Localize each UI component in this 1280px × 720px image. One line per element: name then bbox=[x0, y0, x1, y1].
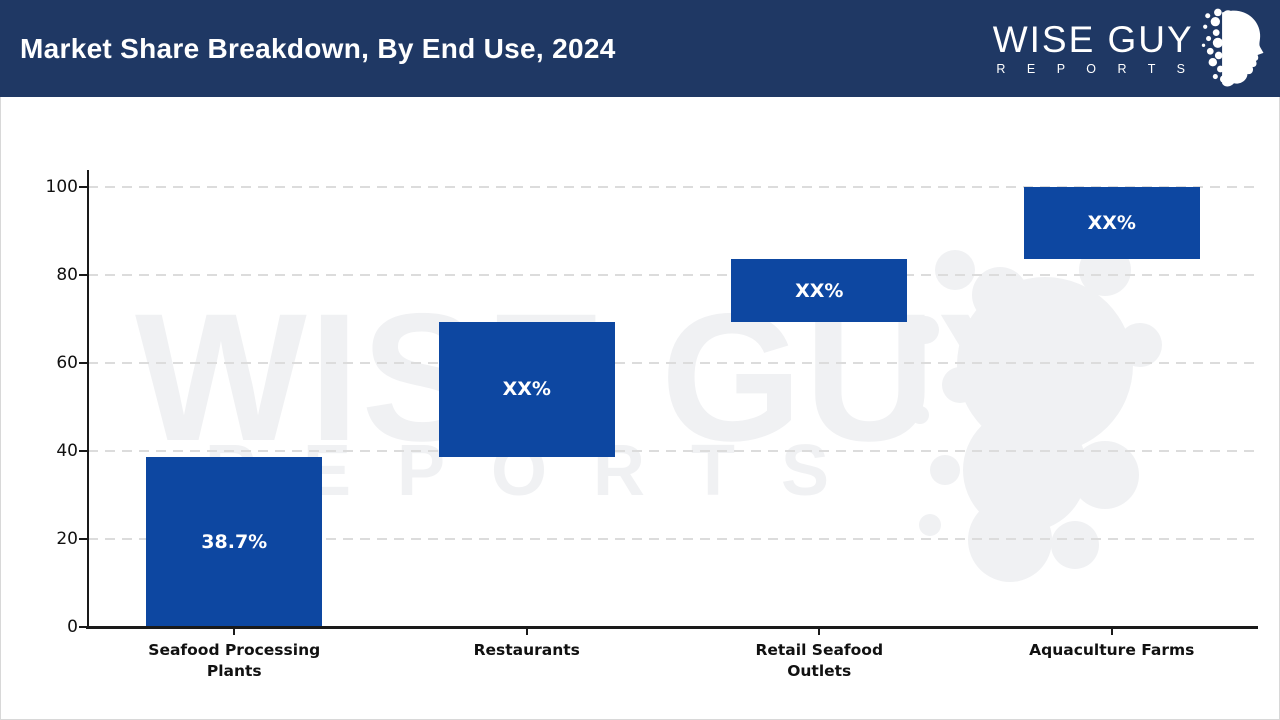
gridline-40 bbox=[88, 450, 1258, 452]
gridline-80 bbox=[88, 274, 1258, 276]
bar-segment: XX% bbox=[1023, 187, 1200, 260]
y-tick-mark-0 bbox=[79, 626, 88, 628]
y-tick-label-0: 0 bbox=[67, 617, 78, 637]
y-tick-label-40: 40 bbox=[56, 441, 78, 461]
gridline-60 bbox=[88, 362, 1258, 364]
x-axis-line bbox=[86, 626, 1258, 629]
bar-segment: XX% bbox=[438, 322, 615, 457]
gridline-100 bbox=[88, 186, 1258, 188]
bar-value-label: 38.7% bbox=[201, 530, 268, 553]
x-tick-mark bbox=[1110, 628, 1113, 635]
x-category-label: Restaurants bbox=[473, 641, 580, 659]
dotted-head-icon bbox=[1190, 4, 1266, 94]
y-tick-mark-100 bbox=[79, 186, 88, 188]
wise-guy-reports-logo: WISE GUY R E P O R T S bbox=[992, 4, 1266, 94]
y-tick-mark-80 bbox=[79, 274, 88, 276]
x-tick-mark bbox=[233, 628, 236, 635]
y-tick-label-60: 60 bbox=[56, 353, 78, 373]
header-bar: Market Share Breakdown, By End Use, 2024… bbox=[0, 0, 1280, 97]
y-tick-label-100: 100 bbox=[45, 177, 78, 197]
y-tick-mark-20 bbox=[79, 538, 88, 540]
y-tick-mark-40 bbox=[79, 450, 88, 452]
x-category-label: Aquaculture Farms bbox=[1029, 641, 1195, 659]
bar-segment: 38.7% bbox=[146, 456, 323, 627]
y-tick-label-20: 20 bbox=[56, 529, 78, 549]
bar-value-label: XX% bbox=[502, 378, 551, 401]
y-axis-line bbox=[87, 170, 89, 629]
gridline-20 bbox=[88, 538, 1258, 540]
y-tick-label-80: 80 bbox=[56, 265, 78, 285]
bar-value-label: XX% bbox=[1087, 212, 1136, 235]
x-category-label: Seafood Processing Plants bbox=[148, 641, 321, 680]
x-tick-mark bbox=[818, 628, 821, 635]
x-tick-mark bbox=[525, 628, 528, 635]
y-tick-mark-60 bbox=[79, 362, 88, 364]
logo-text: WISE GUY R E P O R T S bbox=[992, 19, 1194, 76]
bar-segment: XX% bbox=[731, 259, 908, 323]
logo-wordmark: WISE GUY bbox=[992, 19, 1194, 61]
chart-title: Market Share Breakdown, By End Use, 2024 bbox=[20, 32, 616, 64]
bar-value-label: XX% bbox=[795, 279, 844, 302]
logo-subtitle: R E P O R T S bbox=[996, 61, 1194, 76]
watermark-head-icon bbox=[860, 215, 1180, 589]
x-category-label: Retail Seafood Outlets bbox=[755, 641, 884, 680]
